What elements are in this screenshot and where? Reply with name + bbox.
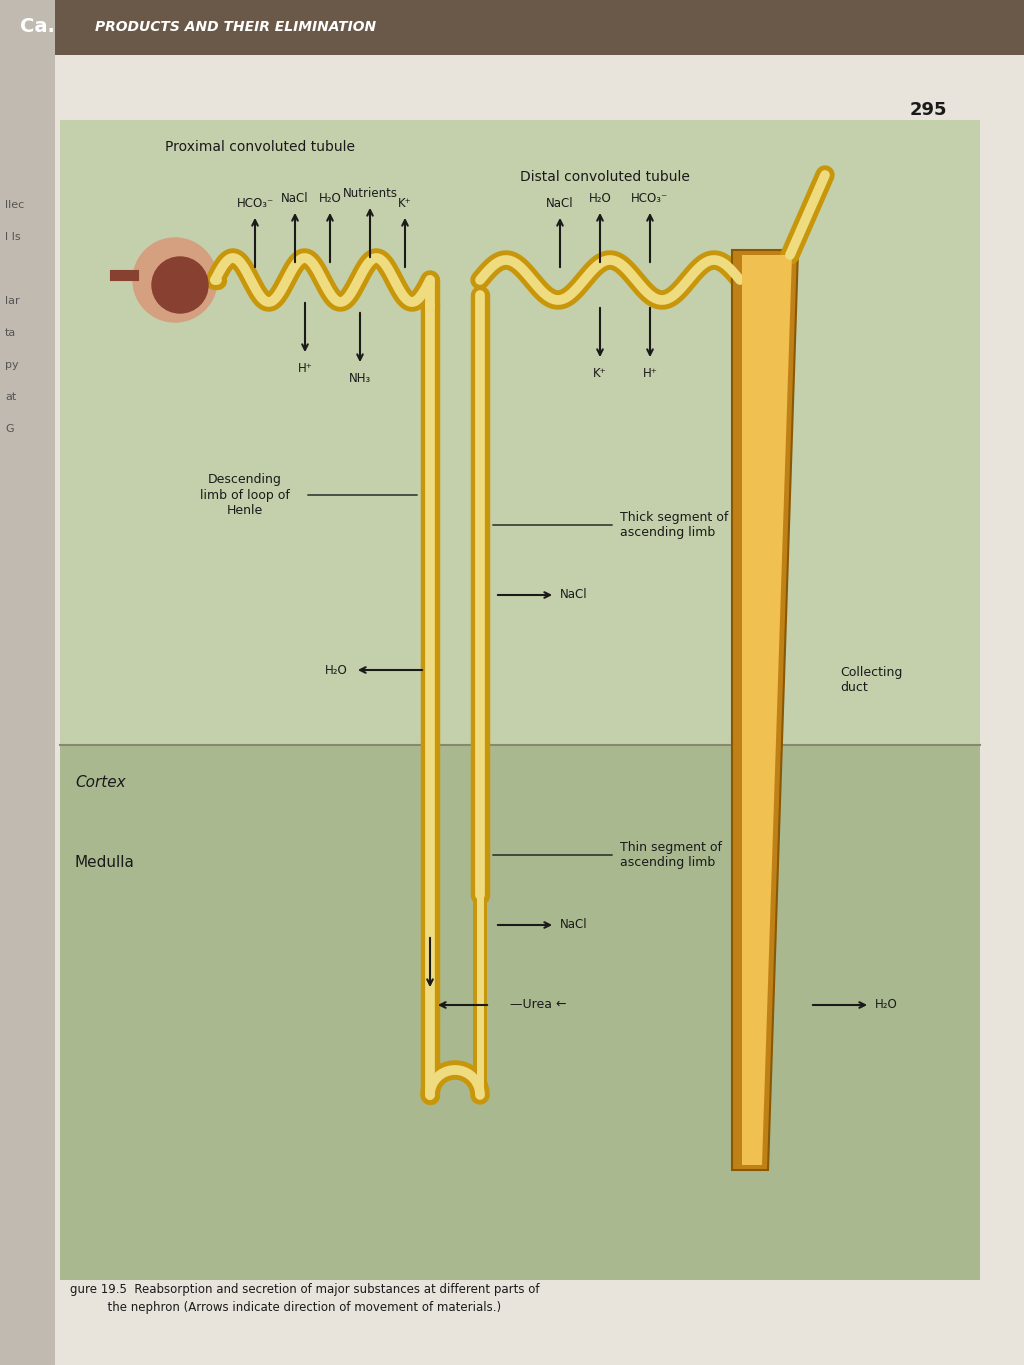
Bar xyxy=(0,0,55,1365)
Text: l Is: l Is xyxy=(5,232,20,242)
Polygon shape xyxy=(742,255,792,1164)
Text: H⁺: H⁺ xyxy=(643,367,657,379)
Text: H₂O: H₂O xyxy=(589,192,611,205)
Text: Descending
limb of loop of
Henle: Descending limb of loop of Henle xyxy=(200,474,290,516)
Text: Collecting
duct: Collecting duct xyxy=(840,666,902,693)
Text: lar: lar xyxy=(5,296,19,306)
Text: llec: llec xyxy=(5,201,25,210)
Text: Cortex: Cortex xyxy=(75,775,126,790)
Bar xyxy=(60,745,980,1280)
Circle shape xyxy=(152,257,208,313)
Text: H₂O: H₂O xyxy=(318,192,341,205)
Text: Distal convoluted tubule: Distal convoluted tubule xyxy=(520,171,690,184)
Text: ta: ta xyxy=(5,328,16,339)
Text: H₂O: H₂O xyxy=(326,663,348,677)
Circle shape xyxy=(133,238,217,322)
Text: H⁺: H⁺ xyxy=(298,362,312,375)
Text: NH₃: NH₃ xyxy=(349,373,371,385)
Text: gure 19.5  Reabsorption and secretion of major substances at different parts of
: gure 19.5 Reabsorption and secretion of … xyxy=(70,1283,540,1314)
Text: Ca.: Ca. xyxy=(20,18,55,37)
Bar xyxy=(55,1280,1024,1365)
Text: NaCl: NaCl xyxy=(282,192,309,205)
Text: HCO₃⁻: HCO₃⁻ xyxy=(632,192,669,205)
Text: K⁺: K⁺ xyxy=(593,367,607,379)
Text: NaCl: NaCl xyxy=(560,919,588,931)
Text: py: py xyxy=(5,360,18,370)
Text: —Urea ←: —Urea ← xyxy=(510,999,566,1011)
Polygon shape xyxy=(732,250,798,1170)
Text: Medulla: Medulla xyxy=(75,854,135,870)
Bar xyxy=(60,120,980,1280)
Text: Thin segment of
ascending limb: Thin segment of ascending limb xyxy=(620,841,722,870)
Text: at: at xyxy=(5,392,16,403)
Text: Thick segment of
ascending limb: Thick segment of ascending limb xyxy=(620,511,728,539)
Text: PRODUCTS AND THEIR ELIMINATION: PRODUCTS AND THEIR ELIMINATION xyxy=(95,20,376,34)
Bar xyxy=(0,0,1024,55)
Bar xyxy=(0,55,1024,75)
Text: H₂O: H₂O xyxy=(874,999,898,1011)
Text: K⁺: K⁺ xyxy=(398,197,412,210)
Bar xyxy=(60,120,980,745)
Text: NaCl: NaCl xyxy=(560,588,588,602)
Text: NaCl: NaCl xyxy=(546,197,573,210)
Text: HCO₃⁻: HCO₃⁻ xyxy=(237,197,273,210)
Text: Proximal convoluted tubule: Proximal convoluted tubule xyxy=(165,141,355,154)
Text: G: G xyxy=(5,425,13,434)
Text: Nutrients: Nutrients xyxy=(342,187,397,201)
Text: 295: 295 xyxy=(910,101,947,119)
